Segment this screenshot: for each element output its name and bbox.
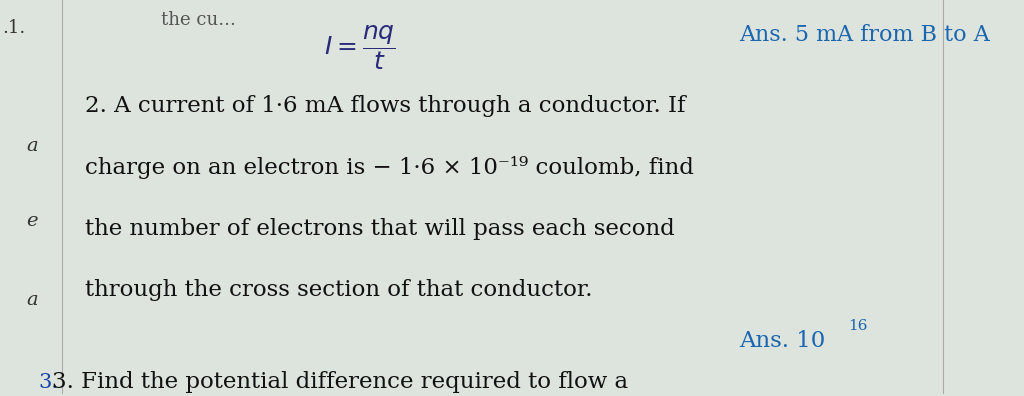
Text: Ans. 5 mA from B to A: Ans. 5 mA from B to A — [739, 25, 990, 46]
Text: 3.: 3. — [38, 373, 58, 392]
Text: a: a — [27, 291, 38, 308]
Text: charge on an electron is − 1·6 × 10⁻¹⁹ coulomb, find: charge on an electron is − 1·6 × 10⁻¹⁹ c… — [85, 156, 694, 179]
Text: through the cross section of that conductor.: through the cross section of that conduc… — [85, 279, 593, 301]
Text: the number of electrons that will pass each second: the number of electrons that will pass e… — [85, 218, 675, 240]
Text: e: e — [27, 212, 38, 230]
Text: Ans. 10: Ans. 10 — [739, 330, 825, 352]
Text: 16: 16 — [848, 319, 867, 333]
Text: the cu...: the cu... — [161, 11, 236, 29]
Text: .1.: .1. — [2, 19, 26, 36]
Text: 2. A current of 1·6 mA flows through a conductor. If: 2. A current of 1·6 mA flows through a c… — [85, 95, 686, 118]
Text: 3. Find the potential difference required to flow a: 3. Find the potential difference require… — [52, 371, 629, 393]
Text: $I = \dfrac{nq}{t}$: $I = \dfrac{nq}{t}$ — [325, 23, 396, 72]
Text: a: a — [27, 137, 38, 155]
